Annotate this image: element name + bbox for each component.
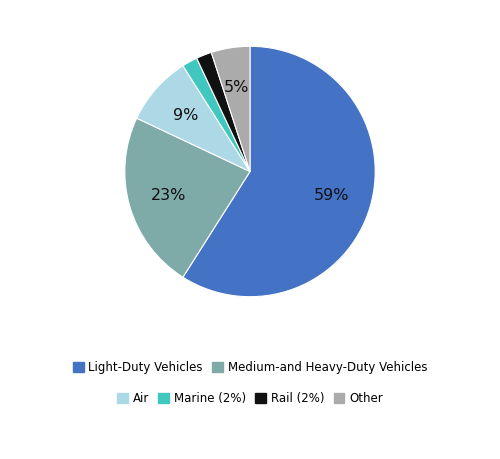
Text: 59%: 59% (314, 188, 350, 203)
Wedge shape (183, 58, 250, 172)
Wedge shape (183, 46, 375, 297)
Wedge shape (212, 46, 250, 172)
Wedge shape (125, 118, 250, 277)
Legend: Air, Marine (2%), Rail (2%), Other: Air, Marine (2%), Rail (2%), Other (112, 387, 388, 410)
Text: 5%: 5% (224, 80, 250, 95)
Text: 9%: 9% (174, 108, 199, 123)
Text: 23%: 23% (150, 188, 186, 203)
Wedge shape (196, 52, 250, 172)
Wedge shape (136, 66, 250, 172)
